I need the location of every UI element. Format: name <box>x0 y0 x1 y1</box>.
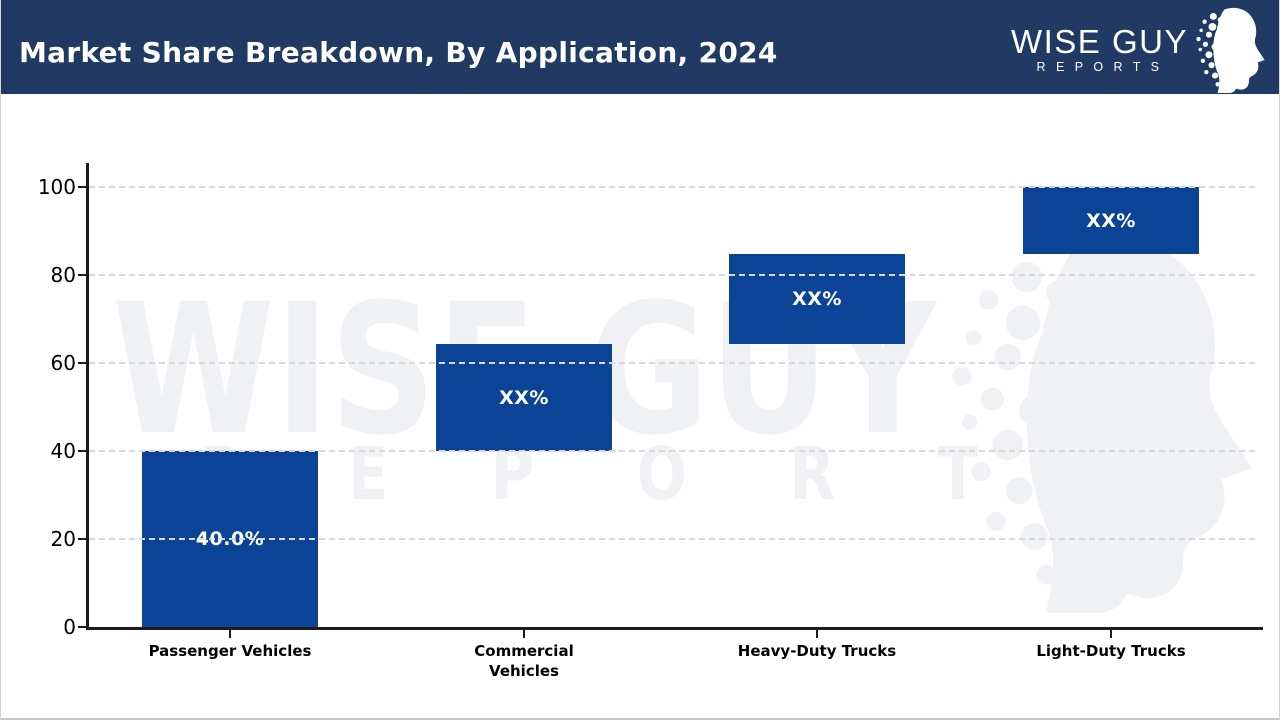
gridline <box>89 362 1255 364</box>
x-axis-label: Passenger Vehicles <box>80 641 380 661</box>
bar-value-label: XX% <box>792 288 842 311</box>
x-axis-label: Light-Duty Trucks <box>961 641 1261 661</box>
wiseguy-logo: WISE GUY R E P O R T S <box>1011 6 1270 93</box>
x-axis-label: Heavy-Duty Trucks <box>667 641 967 661</box>
y-tick-label: 40 <box>50 439 76 463</box>
gridline <box>89 274 1255 276</box>
x-tick <box>523 630 525 638</box>
y-tick <box>78 450 88 452</box>
x-axis-spine <box>86 627 1263 630</box>
y-tick <box>78 274 88 276</box>
logo-subtitle: R E P O R T S <box>1036 59 1163 74</box>
x-axis-label-line: Vehicles <box>489 662 559 680</box>
y-tick <box>78 362 88 364</box>
gridline <box>89 186 1255 188</box>
y-tick-label: 60 <box>50 351 76 375</box>
x-tick <box>816 630 818 638</box>
y-tick-label: 100 <box>37 175 76 199</box>
x-axis-label-line: Light-Duty Trucks <box>1036 642 1186 660</box>
bar-segment: XX% <box>1023 187 1199 255</box>
logo-wordmark: WISE GUY <box>1010 22 1188 60</box>
x-axis-label-line: Passenger Vehicles <box>148 642 312 660</box>
x-tick <box>1110 630 1112 638</box>
gridline <box>89 538 1255 540</box>
bar-segment: XX% <box>436 344 612 451</box>
x-axis-label-line: Commercial <box>474 642 574 660</box>
y-tick <box>78 626 88 628</box>
y-axis-spine <box>86 163 89 630</box>
page-title: Market Share Breakdown, By Application, … <box>19 35 778 69</box>
header-bar: Market Share Breakdown, By Application, … <box>0 0 1280 94</box>
y-tick-label: 20 <box>50 527 76 551</box>
y-tick-label: 0 <box>63 615 76 639</box>
bar-value-label: XX% <box>499 386 549 409</box>
logo-text: WISE GUY R E P O R T S <box>1010 22 1188 74</box>
x-axis-label-line: Heavy-Duty Trucks <box>737 642 897 660</box>
gridline <box>89 450 1255 452</box>
logo-face-icon <box>1196 7 1265 93</box>
y-tick <box>78 186 88 188</box>
x-tick <box>229 630 231 638</box>
bar-value-label: XX% <box>1086 209 1136 232</box>
x-axis-label: Commercial Vehicles <box>374 641 674 681</box>
y-tick <box>78 538 88 540</box>
bar-segment: XX% <box>729 254 905 345</box>
y-tick-label: 80 <box>50 263 76 287</box>
